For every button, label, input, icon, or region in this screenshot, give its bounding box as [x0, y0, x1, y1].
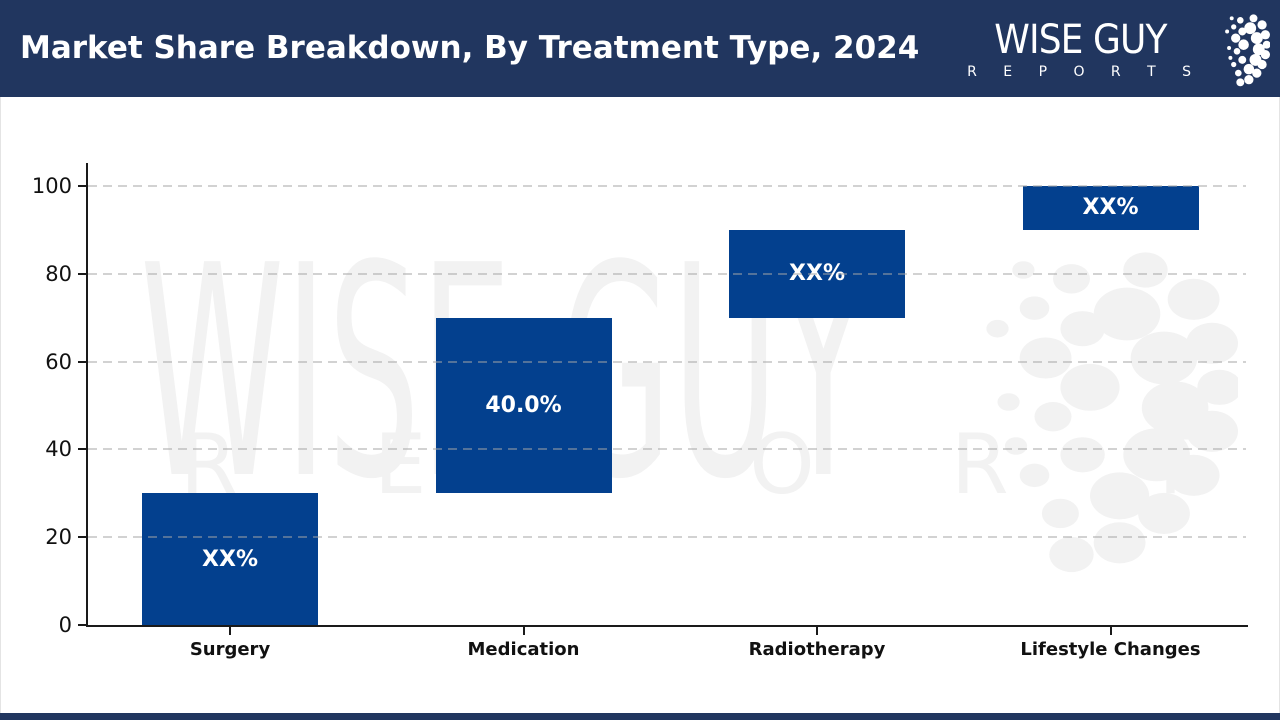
x-tick-lifestyle-changes: [1109, 627, 1112, 635]
logo-text: WISE GUY R E P O R T S: [959, 20, 1202, 80]
header-bar: Market Share Breakdown, By Treatment Typ…: [0, 0, 1280, 97]
y-tick-40: [78, 448, 86, 451]
x-tick-label-lifestyle-changes: Lifestyle Changes: [1020, 639, 1201, 660]
gridline-80: [88, 272, 1246, 275]
x-axis-line: [86, 625, 1248, 627]
logo-wordmark: WISE GUY: [994, 17, 1167, 63]
y-tick-0: [78, 624, 86, 626]
y-tick-20: [78, 536, 86, 539]
bar-value-label-lifestyle-changes: XX%: [1082, 195, 1139, 221]
x-tick-label-surgery: Surgery: [189, 639, 271, 660]
y-tick-label-40: 40: [45, 437, 72, 462]
x-tick-label-radiotherapy: Radiotherapy: [748, 639, 886, 660]
footer-bar: [0, 713, 1280, 720]
y-tick-60: [78, 360, 86, 363]
y-tick-label-60: 60: [45, 349, 72, 374]
gridline-40: [88, 448, 1246, 451]
page-title: Market Share Breakdown, By Treatment Typ…: [20, 30, 920, 66]
y-tick-label-0: 0: [58, 613, 72, 637]
gridline-60: [88, 360, 1246, 363]
gridline-20: [88, 536, 1246, 539]
bar-value-label-surgery: XX%: [202, 546, 258, 572]
gridline-100: [88, 185, 1246, 187]
x-tick-surgery: [229, 627, 231, 635]
x-tick-radiotherapy: [816, 627, 818, 635]
bar-value-label-medication: 40.0%: [485, 392, 562, 418]
watermark-head-icon: [986, 252, 1238, 573]
y-tick-100: [78, 185, 86, 187]
bar-lifestyle-changes: XX%: [1022, 186, 1199, 230]
y-tick-label-100: 100: [31, 174, 72, 198]
y-tick-label-80: 80: [45, 261, 72, 286]
bar-medication: 40.0%: [435, 317, 612, 494]
x-tick-medication: [522, 627, 525, 635]
bar-surgery: XX%: [142, 493, 318, 625]
wise-guy-logo: WISE GUY R E P O R T S: [959, 6, 1270, 90]
x-tick-label-medication: Medication: [467, 639, 580, 660]
y-axis-line: [86, 163, 88, 627]
logo-subtitle: R E P O R T S: [967, 64, 1202, 80]
y-tick-label-20: 20: [45, 525, 72, 550]
head-profile-icon: [1225, 14, 1270, 87]
y-tick-80: [78, 272, 86, 275]
